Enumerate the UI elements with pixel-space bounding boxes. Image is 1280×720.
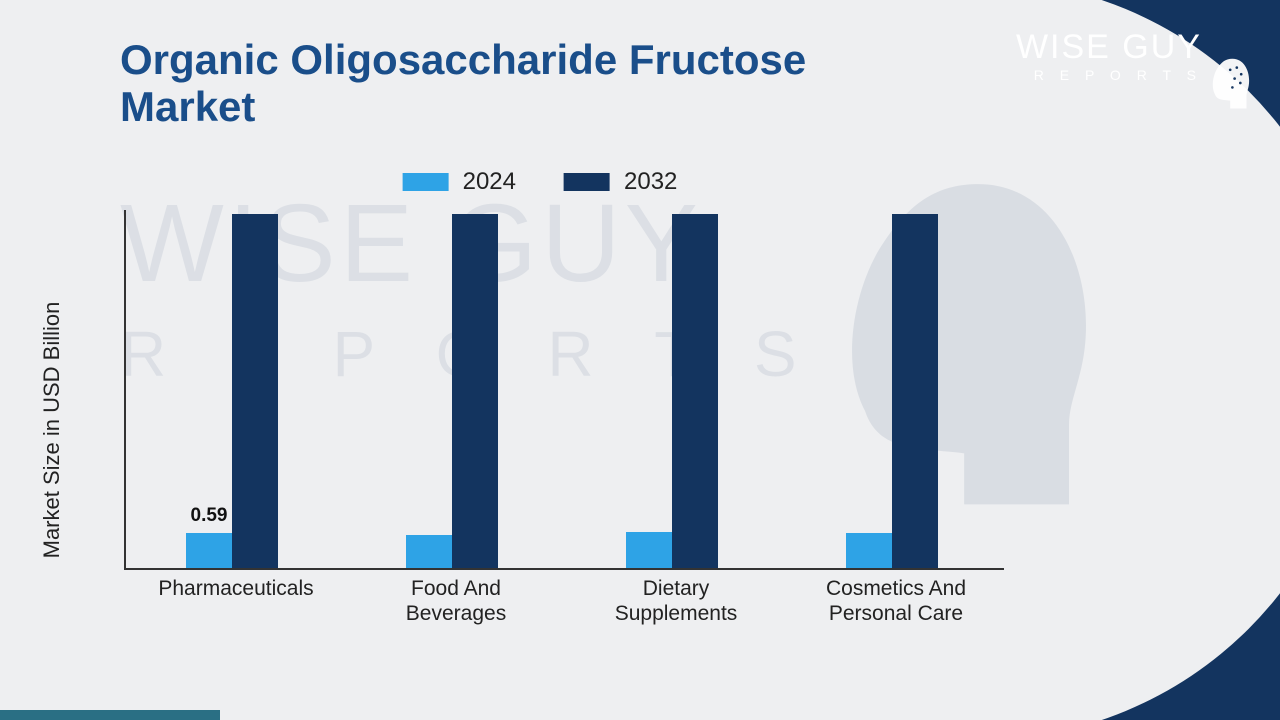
bar: [452, 214, 498, 568]
bottom-accent-strip: [0, 710, 220, 720]
legend-item-2032: 2032: [564, 168, 677, 196]
y-axis-label: Market Size in USD Billion: [39, 302, 65, 559]
bar: [186, 533, 232, 568]
bar-chart: Market Size in USD Billion 2024 2032 0.5…: [60, 160, 1020, 700]
bar: [232, 214, 278, 568]
bar: [626, 532, 672, 568]
legend-swatch-icon: [403, 173, 449, 191]
legend-label: 2024: [463, 168, 516, 196]
logo-head-icon: [1206, 56, 1250, 110]
category-label: Food And Beverages: [371, 576, 541, 626]
legend-swatch-icon: [564, 173, 610, 191]
bar: [892, 214, 938, 568]
bar-value-label: 0.59: [191, 505, 228, 527]
bar: [406, 535, 452, 568]
figure-canvas: WISE GUY R E P O R T S Organic Oligosacc…: [0, 0, 1280, 720]
plot-area: 0.59PharmaceuticalsFood And BeveragesDie…: [124, 210, 1004, 570]
bar: [672, 214, 718, 568]
brand-logo: WISE GUY R E P O R T S: [1016, 30, 1252, 82]
category-label: Dietary Supplements: [591, 576, 761, 626]
chart-legend: 2024 2032: [403, 168, 678, 196]
category-label: Cosmetics And Personal Care: [811, 576, 981, 626]
category-label: Pharmaceuticals: [151, 576, 321, 601]
legend-item-2024: 2024: [403, 168, 516, 196]
legend-label: 2032: [624, 168, 677, 196]
bar: [846, 533, 892, 568]
chart-title: Organic Oligosaccharide Fructose Market: [120, 36, 880, 130]
